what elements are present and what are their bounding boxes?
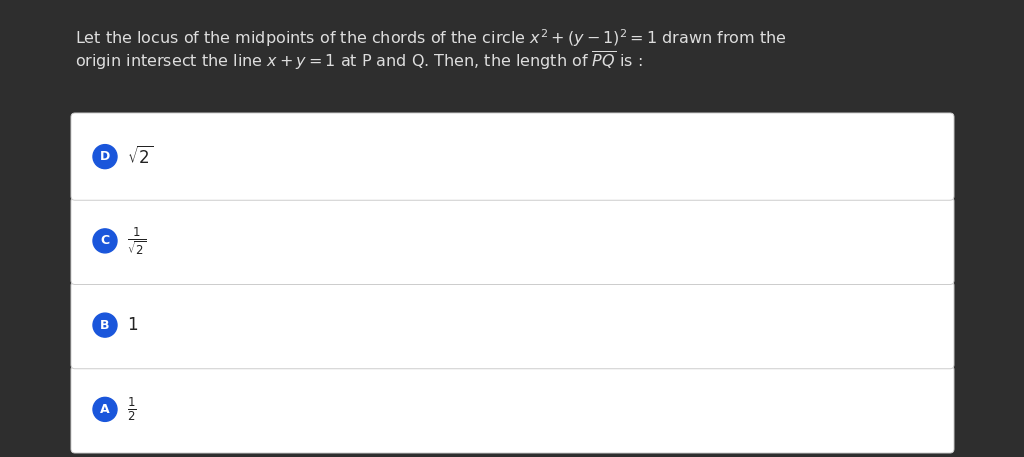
Text: $1$: $1$ [127, 316, 138, 334]
FancyBboxPatch shape [71, 282, 954, 369]
Circle shape [93, 313, 117, 337]
Circle shape [93, 398, 117, 421]
FancyBboxPatch shape [71, 113, 954, 200]
Text: $\frac{1}{\sqrt{2}}$: $\frac{1}{\sqrt{2}}$ [127, 225, 146, 256]
Circle shape [93, 144, 117, 169]
Text: D: D [100, 150, 111, 163]
Text: $\sqrt{2}$: $\sqrt{2}$ [127, 146, 154, 168]
Circle shape [93, 229, 117, 253]
Text: C: C [100, 234, 110, 247]
FancyBboxPatch shape [71, 197, 954, 285]
Text: $\frac{1}{2}$: $\frac{1}{2}$ [127, 396, 136, 423]
Text: B: B [100, 319, 110, 332]
Text: origin intersect the line $x + y = 1$ at P and Q. Then, the length of $\overline: origin intersect the line $x + y = 1$ at… [75, 49, 643, 72]
Text: Let the locus of the midpoints of the chords of the circle $x^2+(y-1)^2=1$ drawn: Let the locus of the midpoints of the ch… [75, 27, 786, 49]
Text: A: A [100, 403, 110, 416]
FancyBboxPatch shape [71, 366, 954, 453]
